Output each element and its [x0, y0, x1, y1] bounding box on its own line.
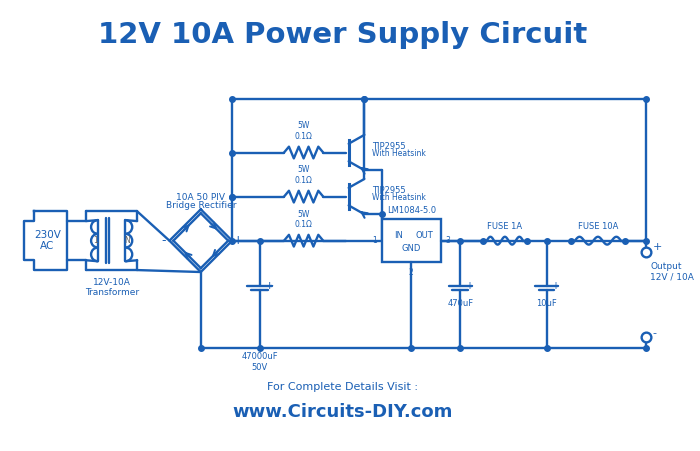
Text: For Complete Details Visit :: For Complete Details Visit : [267, 382, 419, 391]
Text: TIP2955: TIP2955 [372, 142, 406, 151]
Text: 470uF: 470uF [447, 299, 473, 308]
Text: 5W
0.1Ω: 5W 0.1Ω [295, 210, 313, 229]
Text: Bridge Rectifier: Bridge Rectifier [165, 201, 236, 210]
Text: GND: GND [402, 244, 421, 253]
Text: 47000uF
50V: 47000uF 50V [241, 352, 278, 372]
Text: -: - [161, 234, 166, 247]
Text: 12V 10A Power Supply Circuit: 12V 10A Power Supply Circuit [98, 21, 587, 49]
FancyBboxPatch shape [382, 219, 441, 262]
Text: 1: 1 [94, 236, 99, 245]
Text: 2: 2 [409, 268, 414, 277]
Text: 10uF: 10uF [536, 299, 557, 308]
Text: +: + [552, 281, 559, 291]
Text: FUSE 1A: FUSE 1A [487, 222, 522, 231]
Text: +: + [652, 242, 662, 252]
Text: 230V
AC: 230V AC [34, 230, 61, 252]
Text: Output
12V / 10A: Output 12V / 10A [650, 262, 694, 281]
Text: 5W
0.1Ω: 5W 0.1Ω [295, 166, 313, 185]
Text: With Heatsink: With Heatsink [372, 149, 426, 158]
Text: -: - [652, 328, 657, 338]
Text: 1: 1 [372, 236, 377, 245]
Text: +: + [265, 281, 274, 291]
Text: TIP2955: TIP2955 [372, 186, 406, 195]
Text: IN: IN [394, 231, 403, 240]
Text: 5W
0.1Ω: 5W 0.1Ω [295, 121, 313, 141]
Text: 10A 50 PIV: 10A 50 PIV [176, 193, 225, 202]
Text: LM1084-5.0: LM1084-5.0 [387, 206, 436, 215]
Text: 12V-10A
Transformer: 12V-10A Transformer [85, 278, 139, 297]
Text: N: N [125, 236, 130, 245]
Text: 3: 3 [446, 236, 451, 245]
Text: With Heatsink: With Heatsink [372, 193, 426, 202]
Text: www.Circuits-DIY.com: www.Circuits-DIY.com [232, 403, 453, 421]
Text: FUSE 10A: FUSE 10A [578, 222, 618, 231]
Text: +: + [232, 234, 244, 247]
Text: OUT: OUT [415, 231, 433, 240]
Text: +: + [466, 281, 473, 291]
